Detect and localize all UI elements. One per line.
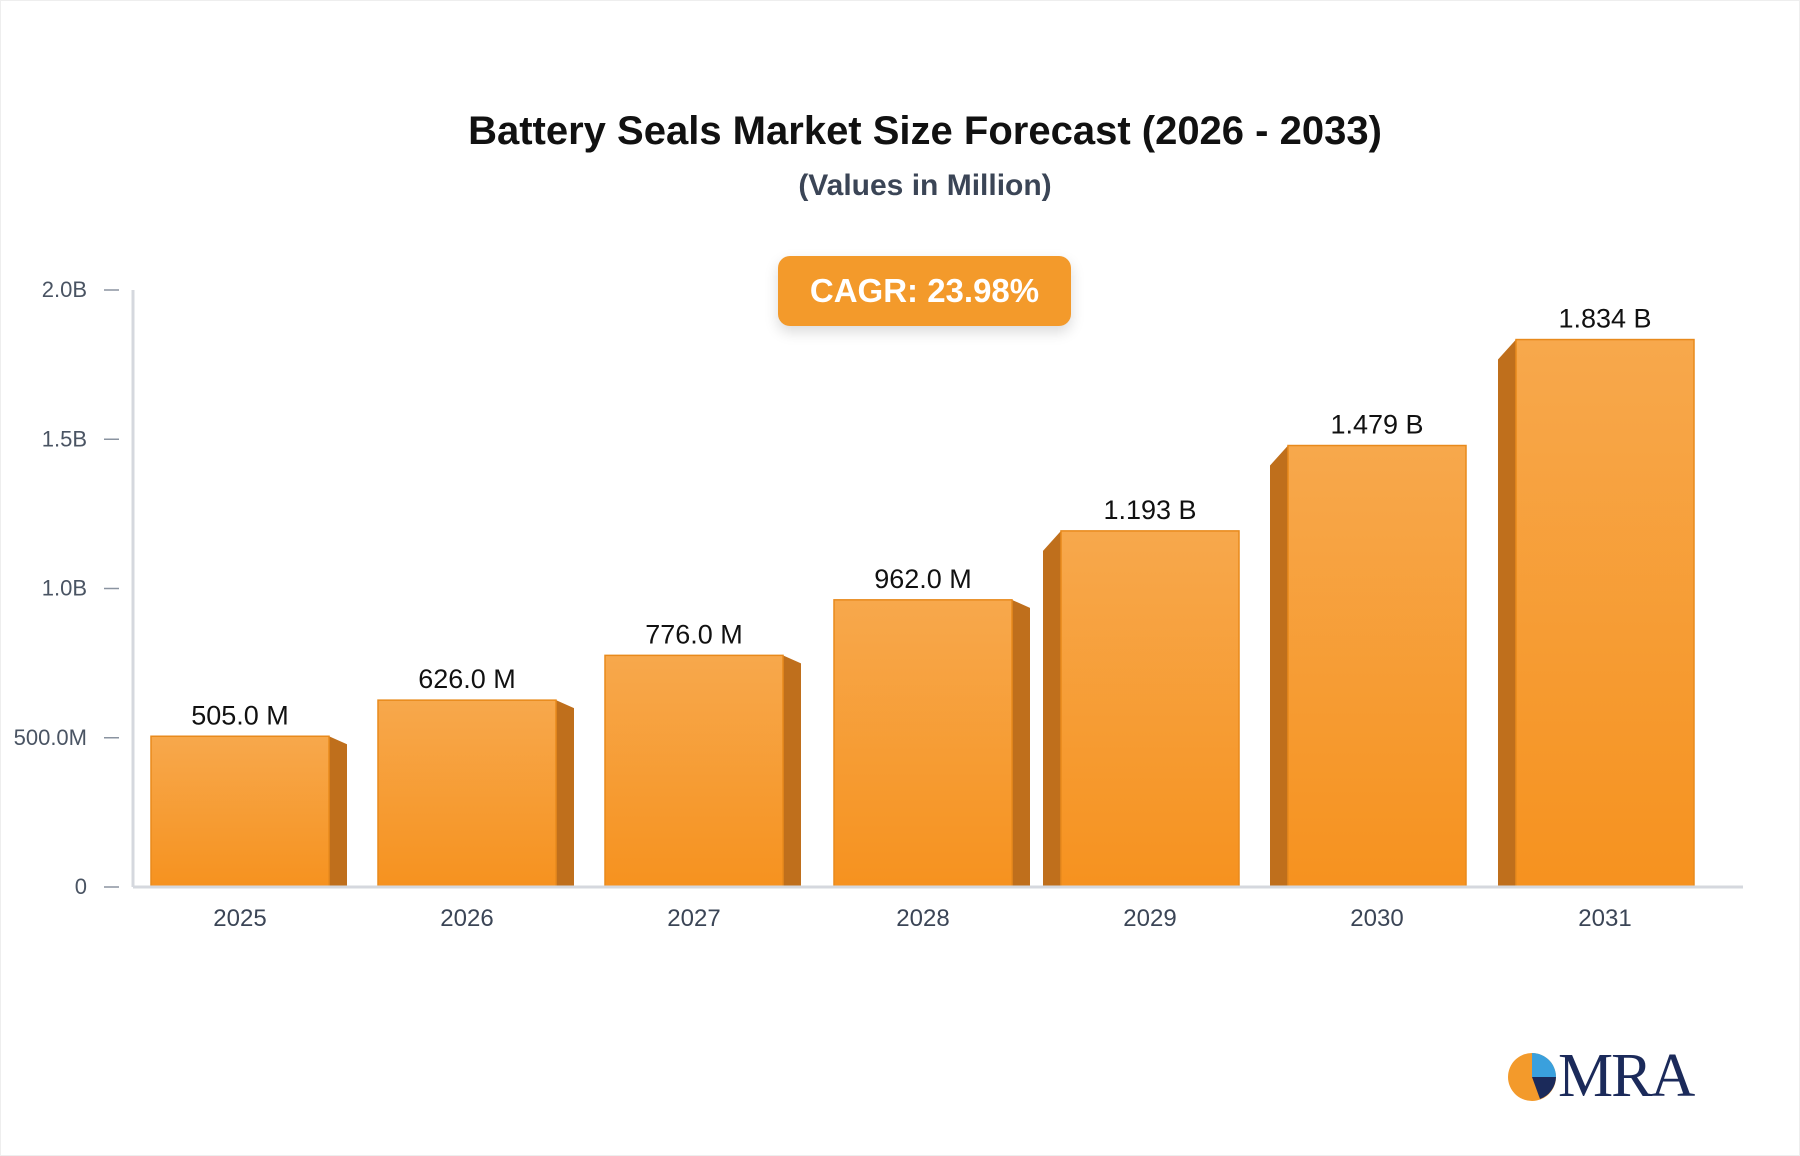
- bar-2025: [150, 735, 330, 888]
- data-label: 505.0 M: [191, 700, 289, 730]
- bar-2026: [377, 699, 557, 888]
- bar-2029: [1060, 530, 1240, 888]
- y-tick-label: 0: [75, 874, 87, 899]
- bar-2030: [1287, 444, 1467, 888]
- chart-title: Battery Seals Market Size Forecast (2026…: [468, 109, 1382, 153]
- x-tick-label: 2030: [1350, 905, 1403, 932]
- bar-side: [1043, 530, 1061, 887]
- data-label: 776.0 M: [645, 619, 743, 649]
- data-label: 962.0 M: [874, 564, 972, 594]
- y-tick-label: 2.0B: [42, 277, 87, 302]
- x-tick-label: 2025: [213, 905, 266, 932]
- bar-side: [556, 700, 574, 887]
- y-tick-label: 500.0M: [14, 725, 87, 750]
- logo-text: MRA: [1558, 1042, 1695, 1110]
- y-tick-label: 1.5B: [42, 426, 87, 451]
- mra-logo: MRA: [1506, 1041, 1695, 1112]
- bar-side: [1012, 599, 1030, 887]
- cagr-badge: CAGR: 23.98%: [778, 256, 1071, 326]
- x-tick-label: 2031: [1578, 905, 1631, 932]
- bar-side: [329, 736, 347, 887]
- y-tick-label: 1.0B: [42, 576, 87, 601]
- x-tick-label: 2026: [440, 905, 493, 932]
- data-label: 1.834 B: [1558, 304, 1651, 334]
- bar-side: [1270, 445, 1288, 887]
- bar-2028: [833, 599, 1013, 888]
- x-tick-label: 2028: [896, 905, 949, 932]
- x-tick-label: 2029: [1123, 905, 1176, 932]
- data-label: 1.193 B: [1103, 495, 1196, 525]
- chart-subtitle: (Values in Million): [798, 169, 1052, 202]
- logo-pie-icon: [1508, 1052, 1556, 1101]
- data-label: 1.479 B: [1330, 410, 1423, 440]
- bar-2031: [1515, 338, 1695, 888]
- bar-2027: [604, 654, 784, 888]
- data-label: 626.0 M: [418, 664, 516, 694]
- x-tick-label: 2027: [667, 905, 720, 932]
- bar-side: [783, 655, 801, 887]
- bar-side: [1498, 339, 1516, 887]
